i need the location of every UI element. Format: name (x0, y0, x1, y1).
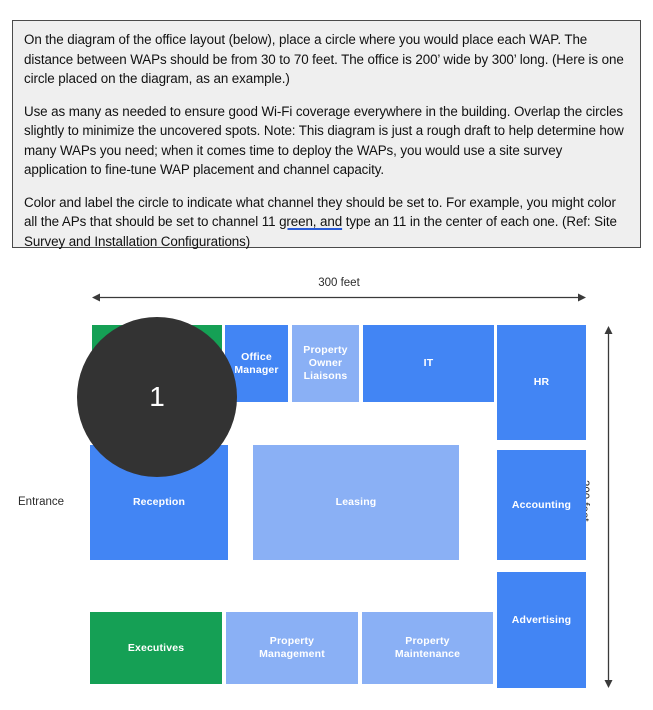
instruction-paragraph-3-text-after: type an 11 in the center of each one. (R… (24, 214, 617, 249)
room-label: Reception (132, 496, 186, 508)
room-label: HR (533, 376, 550, 388)
room-leasing[interactable]: Leasing (253, 445, 459, 560)
width-dimension-arrow-icon (92, 293, 586, 302)
width-dimension-label: 300 feet (318, 277, 360, 289)
instruction-panel: On the diagram of the office layout (bel… (12, 20, 641, 249)
room-executives[interactable]: Executives (90, 612, 222, 684)
room-property-maintenance[interactable]: Property Maintenance (362, 612, 493, 684)
room-label: Accounting (511, 498, 572, 511)
room-label: Executives (127, 641, 185, 654)
room-label: Office Manager (234, 350, 279, 376)
wap-circle-1[interactable]: 1 (77, 317, 237, 477)
room-label: Property Management (259, 635, 325, 660)
instruction-paragraph-3-text-before: Color and label the circle to indicate w… (24, 194, 616, 230)
instruction-paragraph-1: On the diagram of the office layout (bel… (24, 32, 624, 86)
room-property-management[interactable]: Property Management (226, 612, 358, 684)
green-and-link[interactable]: green, and (279, 214, 343, 229)
entrance-label: Entrance (18, 496, 65, 508)
room-label: Property Owner Liaisons (303, 344, 348, 382)
room-accounting[interactable]: Accounting (497, 450, 586, 560)
room-label: Leasing (335, 496, 377, 508)
instruction-paragraph-3: Color and label the circle to indicate w… (24, 193, 627, 252)
room-label: IT (423, 357, 434, 369)
room-it[interactable]: IT (363, 325, 494, 402)
room-label: Advertising (511, 614, 572, 626)
room-advertising[interactable]: Advertising (497, 572, 586, 688)
instruction-paragraph-2: Use as many as needed to ensure good Wi-… (24, 103, 624, 178)
wap-circle-label: 1 (149, 381, 165, 412)
height-dimension-arrow-icon (604, 326, 613, 688)
room-office-manager[interactable]: Office Manager (225, 325, 288, 402)
room-hr[interactable]: HR (497, 325, 586, 440)
room-reception[interactable]: Reception (90, 445, 228, 560)
room-property-owner-liaisons[interactable]: Property Owner Liaisons (292, 325, 359, 402)
room-label: Property Maintenance (394, 635, 461, 660)
